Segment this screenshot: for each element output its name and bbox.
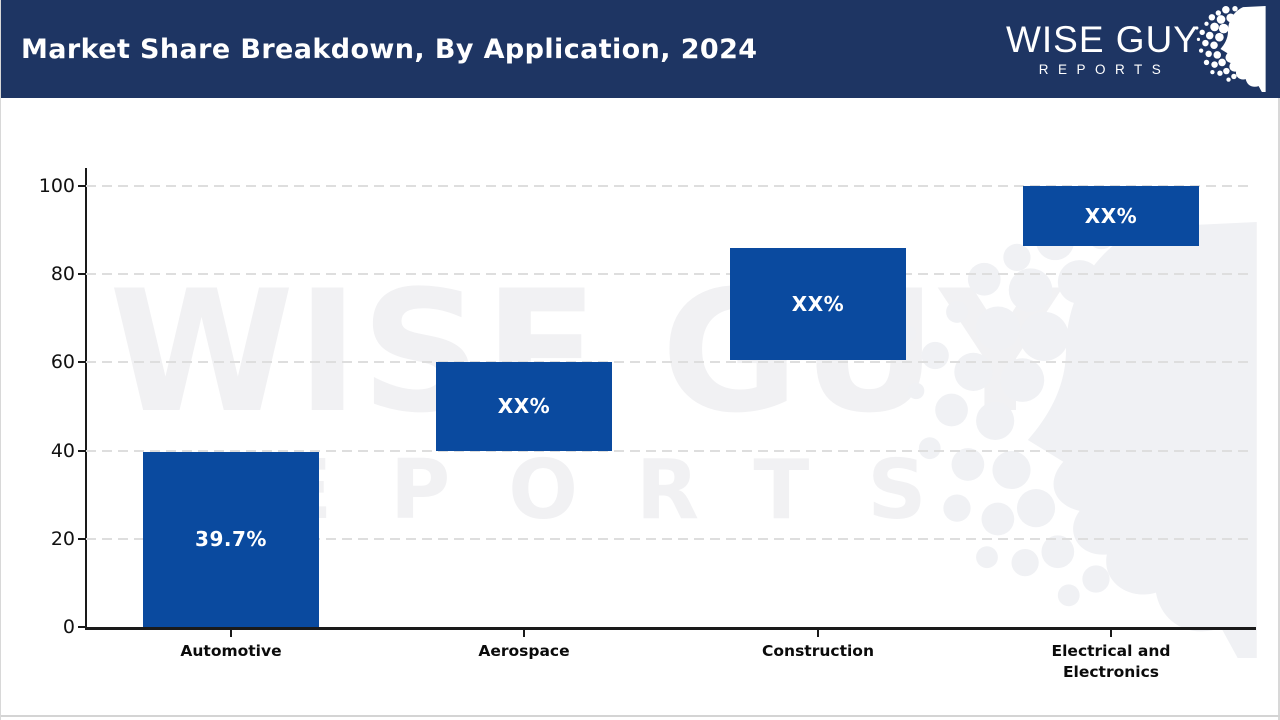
y-tick-mark-40 xyxy=(78,449,86,452)
gridline-80 xyxy=(86,273,1254,276)
header: Market Share Breakdown, By Application, … xyxy=(1,0,1280,98)
y-tick-mark-0 xyxy=(78,626,86,628)
bar-value-label: XX% xyxy=(791,291,845,316)
bar-value-label: 39.7% xyxy=(195,527,267,552)
brand-subtitle: REPORTS xyxy=(1038,62,1171,77)
bar-electrical-and-electronics: XX% xyxy=(1023,186,1199,246)
gridline-20 xyxy=(86,537,1254,540)
x-category-label-2: Construction xyxy=(762,642,874,660)
bar-value-label: XX% xyxy=(1084,203,1138,228)
x-tick-mark-2 xyxy=(817,630,819,637)
gridline-40 xyxy=(86,449,1254,452)
y-tick-label-0: 0 xyxy=(62,616,75,638)
brand-name: WISE GUY xyxy=(1005,19,1199,60)
y-axis-line xyxy=(85,168,87,629)
y-tick-label-20: 20 xyxy=(50,527,75,550)
y-tick-mark-100 xyxy=(78,185,86,187)
x-tick-mark-0 xyxy=(230,630,232,637)
bar-construction: XX% xyxy=(730,247,906,361)
bar-value-label: XX% xyxy=(497,394,551,419)
bar-aerospace: XX% xyxy=(436,362,612,451)
x-tick-mark-3 xyxy=(1110,630,1112,637)
y-tick-label-80: 80 xyxy=(50,263,75,286)
brand-logo: WISE GUY REPORTS xyxy=(1006,6,1267,92)
y-tick-label-60: 60 xyxy=(50,351,75,374)
x-category-label-3: Electrical and Electronics xyxy=(1051,642,1171,681)
gridline-100 xyxy=(86,185,1254,187)
x-category-label-0: Automotive xyxy=(180,642,282,660)
x-tick-mark-1 xyxy=(523,630,525,637)
page-title: Market Share Breakdown, By Application, … xyxy=(21,33,758,65)
footer-divider xyxy=(1,715,1280,717)
gridline-60 xyxy=(86,361,1254,364)
y-tick-mark-60 xyxy=(78,361,86,364)
y-tick-label-100: 100 xyxy=(38,175,75,197)
bar-automotive: 39.7% xyxy=(143,451,319,627)
y-tick-mark-80 xyxy=(78,273,86,276)
brand-logo-text: WISE GUY REPORTS xyxy=(1006,21,1199,77)
x-category-label-1: Aerospace xyxy=(478,642,570,660)
y-tick-label-40: 40 xyxy=(50,439,75,462)
y-tick-mark-20 xyxy=(78,537,86,540)
x-axis-line xyxy=(85,627,1256,630)
